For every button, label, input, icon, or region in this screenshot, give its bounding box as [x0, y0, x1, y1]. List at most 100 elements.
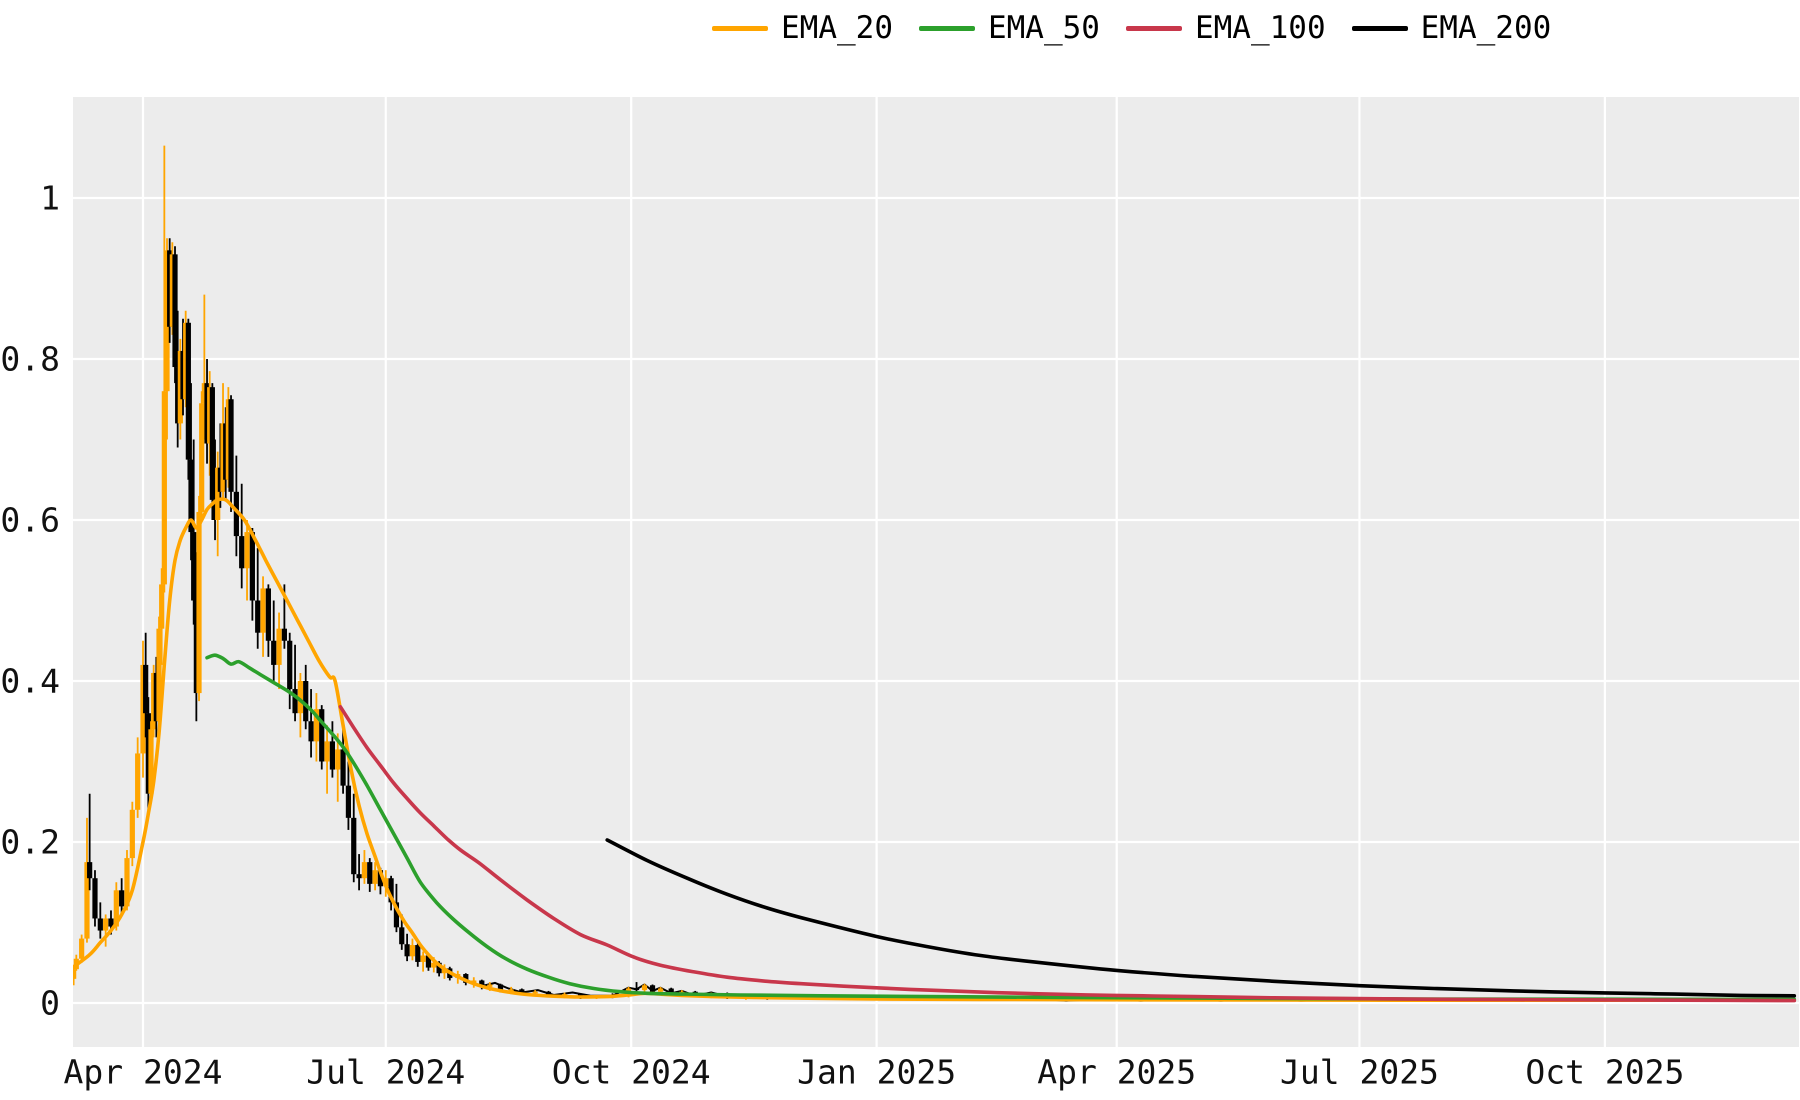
candle-body	[148, 729, 154, 794]
candle-body	[409, 945, 416, 957]
candle-body	[140, 664, 146, 754]
candle-body	[212, 499, 218, 520]
legend-item-ema-100: EMA_100	[1125, 10, 1326, 46]
candle-body	[204, 383, 210, 444]
candle-body	[287, 640, 293, 690]
legend-item-ema-50: EMA_50	[918, 10, 1100, 46]
candle-body	[113, 890, 119, 927]
y-tick-label: 0.2	[0, 823, 60, 862]
candle-body	[172, 254, 178, 368]
candle-body	[479, 980, 485, 987]
legend-line-swatch-icon	[918, 25, 975, 31]
chart-legend: EMA_20 EMA_50 EMA_100 EMA_200	[712, 10, 1551, 46]
series-layer	[73, 145, 1797, 1003]
candle-body	[404, 944, 410, 957]
candle-body	[393, 902, 400, 928]
candle-body	[129, 809, 135, 859]
candle-body	[167, 250, 173, 327]
candle-body	[545, 991, 552, 996]
gridlines	[73, 97, 1799, 1047]
candle-body	[145, 713, 151, 794]
legend-label: EMA_200	[1420, 10, 1552, 46]
candle-body	[431, 962, 437, 968]
candle-body	[463, 974, 469, 983]
candle-body	[156, 628, 162, 722]
candle-body	[649, 985, 656, 992]
candle-body	[367, 862, 373, 884]
candle-body	[340, 749, 346, 786]
candle-body	[255, 600, 261, 633]
legend-label: EMA_100	[1194, 10, 1326, 46]
candle-body	[92, 878, 98, 919]
candle-body	[188, 459, 194, 533]
candle-body	[329, 741, 336, 770]
ema-50-line	[205, 653, 1797, 1002]
candle-body	[633, 988, 640, 991]
candle-body	[225, 399, 231, 480]
candle-body	[471, 980, 477, 983]
ema-100-line	[338, 705, 1797, 1003]
candle-body	[215, 467, 221, 520]
candle-body	[276, 628, 282, 665]
candle-body	[161, 391, 167, 585]
x-tick-label: Jul 2025	[1280, 1053, 1439, 1092]
candle-body	[324, 741, 330, 762]
candle-body	[508, 989, 514, 991]
candle-body	[159, 584, 165, 629]
candle-body	[217, 467, 223, 492]
candle-body	[668, 988, 674, 995]
candle-body	[356, 874, 362, 879]
candle-body	[303, 681, 309, 722]
legend-line-swatch-icon	[1125, 25, 1182, 31]
candle-body	[87, 862, 93, 879]
candle-body	[497, 984, 504, 991]
candle-body	[388, 878, 394, 903]
candle-body	[415, 945, 421, 962]
candle-body	[191, 532, 197, 601]
x-tick-label: Jan 2025	[797, 1053, 956, 1092]
candle-body	[199, 403, 205, 512]
legend-line-swatch-icon	[712, 25, 768, 31]
candle-body	[169, 254, 175, 327]
candle-body	[345, 785, 352, 818]
candle-body	[420, 955, 426, 962]
candle-body	[119, 890, 125, 907]
candle-body	[249, 532, 255, 601]
candle-body	[244, 532, 250, 569]
candle-body	[185, 322, 191, 460]
candle-body	[281, 628, 287, 641]
x-tick-label: Oct 2025	[1525, 1053, 1684, 1092]
candle-body	[151, 672, 157, 730]
candle-body	[265, 588, 271, 641]
candle-body	[308, 721, 314, 742]
candle-body	[143, 664, 149, 714]
candle-body	[153, 672, 159, 722]
y-tick-label: 1	[40, 179, 60, 218]
candle-body	[260, 588, 266, 633]
candle-body	[425, 955, 432, 968]
candle-body	[239, 536, 245, 569]
y-tick-label: 0	[40, 984, 60, 1023]
y-tick-label: 0.4	[0, 662, 60, 701]
candle-body	[335, 749, 341, 770]
candle-body	[164, 250, 170, 392]
plot-area	[73, 97, 1799, 1047]
candle-body	[84, 862, 90, 939]
x-tick-label: Oct 2024	[552, 1053, 711, 1092]
candle-body	[372, 870, 378, 884]
candle-body	[124, 858, 130, 907]
candle-body	[641, 985, 648, 991]
candle-body	[183, 322, 189, 400]
x-tick-label: Jul 2024	[306, 1053, 465, 1092]
candle-body	[377, 870, 384, 887]
candle-body	[519, 989, 525, 994]
candle-body	[351, 817, 357, 875]
axis-labels: 0 0.2 0.4 0.6 0.8 1 Apr 2024 Jul 2024 Oct 2024 Ja…	[0, 179, 1684, 1092]
x-tick-label: Apr 2025	[1037, 1053, 1196, 1092]
candle-body	[319, 709, 325, 762]
legend-label: EMA_50	[987, 10, 1100, 46]
candle-body	[220, 423, 226, 492]
candle-body	[436, 962, 442, 974]
candle-body	[73, 969, 77, 979]
candle-body	[361, 862, 368, 879]
